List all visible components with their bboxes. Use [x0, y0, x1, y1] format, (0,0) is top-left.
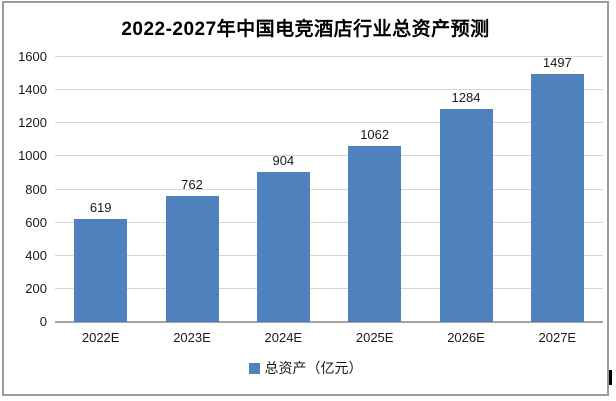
chart-title: 2022-2027年中国电竞酒店行业总资产预测: [121, 19, 490, 40]
bar-2024E: [256, 172, 310, 322]
y-axis-tick-label: 600: [25, 214, 47, 230]
bar-2026E: [439, 109, 493, 322]
x-axis-tick-label: 2023E: [173, 330, 211, 345]
legend-label: 总资产（亿元）: [264, 360, 363, 376]
gridline: [55, 221, 603, 223]
chart-frame: 2022-2027年中国电竞酒店行业总资产预测 619 762 904 1062 128…: [2, 1, 609, 396]
legend-marker-icon: [248, 362, 260, 374]
bar-value-label: 904: [272, 153, 295, 169]
x-axis-tick-label: 2024E: [264, 330, 303, 345]
bar-value-label: 1284: [451, 90, 481, 106]
y-axis-tick-label: 400: [25, 247, 47, 263]
gridline: [55, 155, 603, 157]
y-axis-tick-label: 1000: [18, 148, 47, 164]
gridline: [55, 188, 603, 190]
y-axis-tick-label: 1200: [18, 115, 47, 131]
x-axis-tick-label: 2026E: [447, 330, 485, 345]
y-axis-tick-label: 200: [25, 280, 47, 296]
x-axis-tick-label: 2025E: [355, 330, 394, 345]
x-axis-tick-label: 2022E: [81, 330, 120, 345]
gridline: [55, 56, 603, 57]
x-axis-line: [55, 321, 603, 323]
bar-2023E: [165, 195, 219, 322]
gridline: [55, 122, 603, 124]
y-axis-tick-label: 800: [25, 181, 47, 197]
bar-value-label: 619: [89, 200, 112, 216]
bar-2027E: [530, 74, 584, 322]
bar-2022E: [74, 219, 128, 322]
gridline: [55, 287, 603, 289]
gridline: [55, 254, 603, 256]
bar-value-label: 762: [181, 176, 203, 192]
bar-value-label: 1497: [542, 55, 572, 71]
y-axis-tick-label: 1600: [18, 49, 47, 64]
gridline: [55, 89, 603, 91]
bar-2025E: [348, 146, 402, 322]
legend: 总资产（亿元）: [4, 358, 607, 378]
y-axis-tick-label: 0: [39, 314, 47, 329]
bar-value-label: 1062: [360, 127, 390, 143]
plot-area: 619 762 904 1062 1284 1497: [55, 55, 603, 323]
y-axis-tick-label: 1400: [18, 82, 47, 98]
x-axis-tick-label: 2027E: [538, 330, 577, 345]
text-cursor-artifact: [609, 370, 612, 385]
